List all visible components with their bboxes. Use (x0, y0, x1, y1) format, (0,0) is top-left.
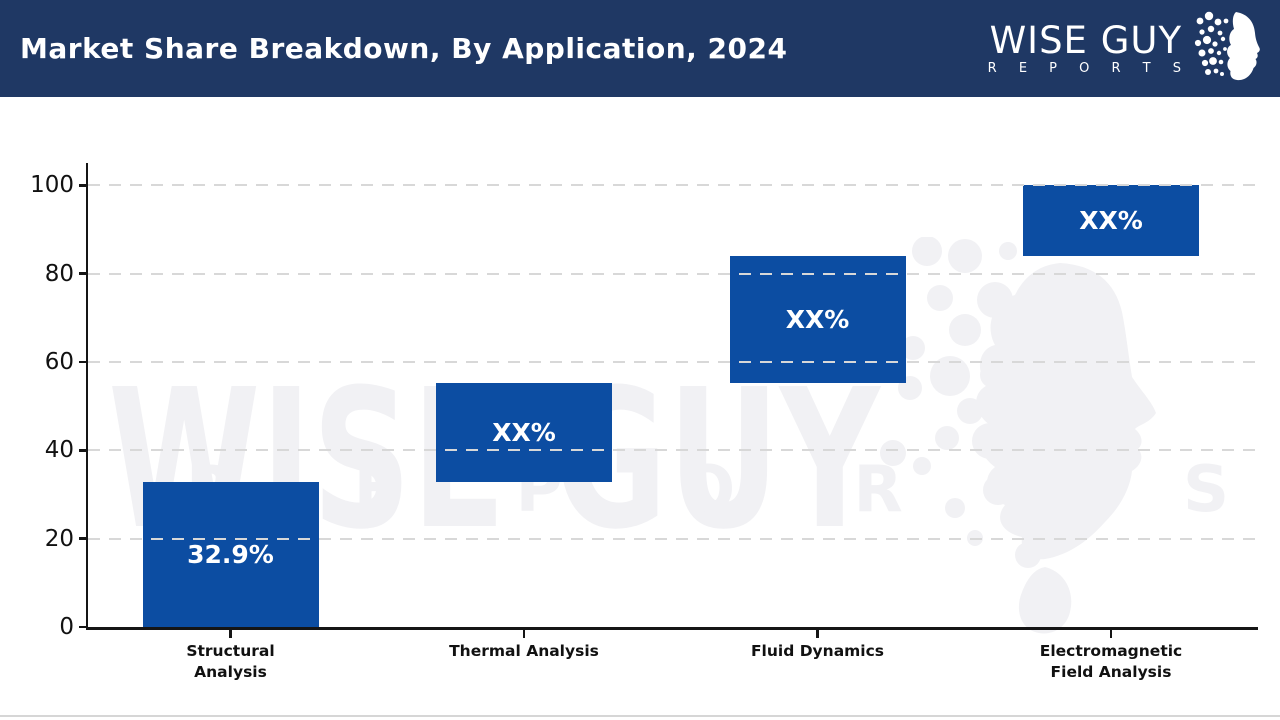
y-axis-tick (79, 184, 87, 187)
logo-wordmark: WISE GUY (989, 19, 1183, 62)
category-label: Fluid Dynamics (750, 642, 885, 660)
chart-area: WISE GUY R E P O R T S 0 20 40 60 80 100 32.9%… (0, 97, 1280, 720)
y-axis-tick-label: 20 (44, 525, 74, 552)
bar-value-label: XX% (1079, 205, 1143, 235)
category-label: Thermal Analysis (449, 642, 599, 660)
logo-face-icon (1194, 11, 1260, 80)
x-axis-tick (229, 629, 232, 638)
bottom-border (0, 715, 1280, 717)
bar-electromagnetic-field-analysis: XX% (1023, 185, 1199, 256)
y-axis-tick (79, 449, 87, 452)
gridline (88, 537, 1258, 540)
page-title: Market Share Breakdown, By Application, … (20, 32, 788, 65)
bar-value-label: XX% (492, 417, 556, 447)
bar-value-label: 32.9% (187, 539, 274, 569)
y-axis-tick-label: 60 (44, 348, 74, 375)
x-axis-tick (522, 629, 526, 638)
y-axis-tick-label: 80 (44, 260, 74, 287)
category-label: Electromagnetic Field Analysis (1039, 642, 1183, 681)
gridline (88, 272, 1258, 275)
bar-thermal-analysis: XX% (436, 382, 612, 482)
gridline (88, 360, 1258, 363)
x-axis-tick (816, 629, 819, 638)
y-axis-tick (79, 272, 87, 275)
bar-structural-analysis: 32.9% (142, 481, 319, 627)
y-axis-tick (79, 360, 87, 364)
y-axis-tick (79, 537, 87, 540)
category-label: Structural Analysis (186, 642, 275, 681)
brand-logo: WISE GUY R E P O R T S (982, 9, 1280, 89)
bar-value-label: XX% (785, 304, 850, 334)
header-bar: Market Share Breakdown, By Application, … (0, 0, 1280, 97)
y-axis-tick-label: 100 (30, 172, 74, 199)
gridline (88, 449, 1258, 452)
y-axis-tick-label: 40 (44, 437, 74, 464)
gridline (88, 184, 1258, 187)
y-axis-line (85, 163, 88, 629)
logo-tagline: R E P O R T S (987, 61, 1190, 76)
y-axis-tick-label: 0 (59, 614, 74, 640)
x-axis-line (85, 627, 1258, 630)
y-axis-tick (79, 625, 87, 629)
brand-logo-text: WISE GUY R E P O R T S (982, 22, 1190, 75)
x-axis-tick (1109, 629, 1113, 638)
watermark-face-graphic (880, 237, 1156, 634)
